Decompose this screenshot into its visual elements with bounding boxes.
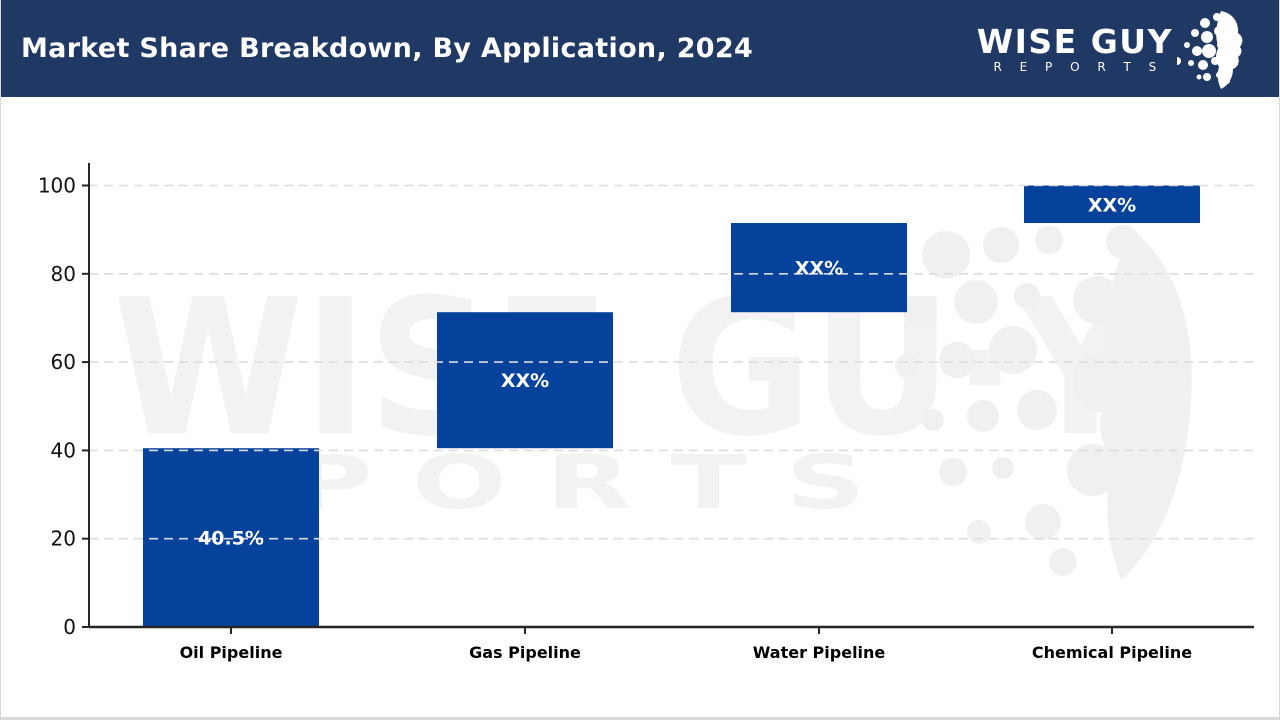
bar-value-label-2: XX% xyxy=(501,370,549,392)
header-bar: Market Share Breakdown, By Application, … xyxy=(1,0,1279,97)
bar-gas-pipeline xyxy=(437,312,613,449)
brand-logo: WISE GUY R E P O R T S xyxy=(977,7,1255,91)
bar-value-label-4: XX% xyxy=(1088,194,1136,216)
bar-chemical-pipeline xyxy=(1024,185,1200,224)
brand-name: WISE GUY xyxy=(976,21,1173,61)
y-tick-label-80: 80 xyxy=(51,262,76,286)
brand-subtitle: R E P O R T S xyxy=(993,59,1164,74)
brand-text: WISE GUY R E P O R T S xyxy=(977,25,1173,73)
bar-value-label-3: XX% xyxy=(795,258,843,280)
bar-oil-pipeline xyxy=(143,448,319,627)
x-category-label-water-pipeline: Water Pipeline xyxy=(753,643,886,662)
y-tick-label-40: 40 xyxy=(51,438,76,462)
x-category-label-chemical-pipeline: Chemical Pipeline xyxy=(1032,643,1192,662)
x-category-label-gas-pipeline: Gas Pipeline xyxy=(469,643,581,662)
chart-area: WISE GU·Y P O R T S 0 20 40 60 80 100 Oil Pipe… xyxy=(1,97,1279,717)
watermark: WISE GU·Y P O R T S xyxy=(113,225,1192,580)
page-title: Market Share Breakdown, By Application, … xyxy=(21,33,754,64)
market-share-chart: 0 20 40 60 80 100 Oil Pipeline Gas Pipeline Wate… xyxy=(38,163,1254,662)
y-tick-label-60: 60 xyxy=(51,350,76,374)
y-tick-label-0: 0 xyxy=(63,615,76,639)
x-category-label-oil-pipeline: Oil Pipeline xyxy=(180,643,283,662)
bar-water-pipeline xyxy=(731,223,907,313)
watermark-head-dots xyxy=(895,225,1192,580)
brand-head-icon xyxy=(1177,10,1243,89)
y-tick-label-100: 100 xyxy=(38,174,76,198)
bar-value-label-1: 40.5% xyxy=(198,528,264,550)
y-tick-label-20: 20 xyxy=(51,527,76,551)
watermark-line2: P O R T S xyxy=(291,440,866,526)
